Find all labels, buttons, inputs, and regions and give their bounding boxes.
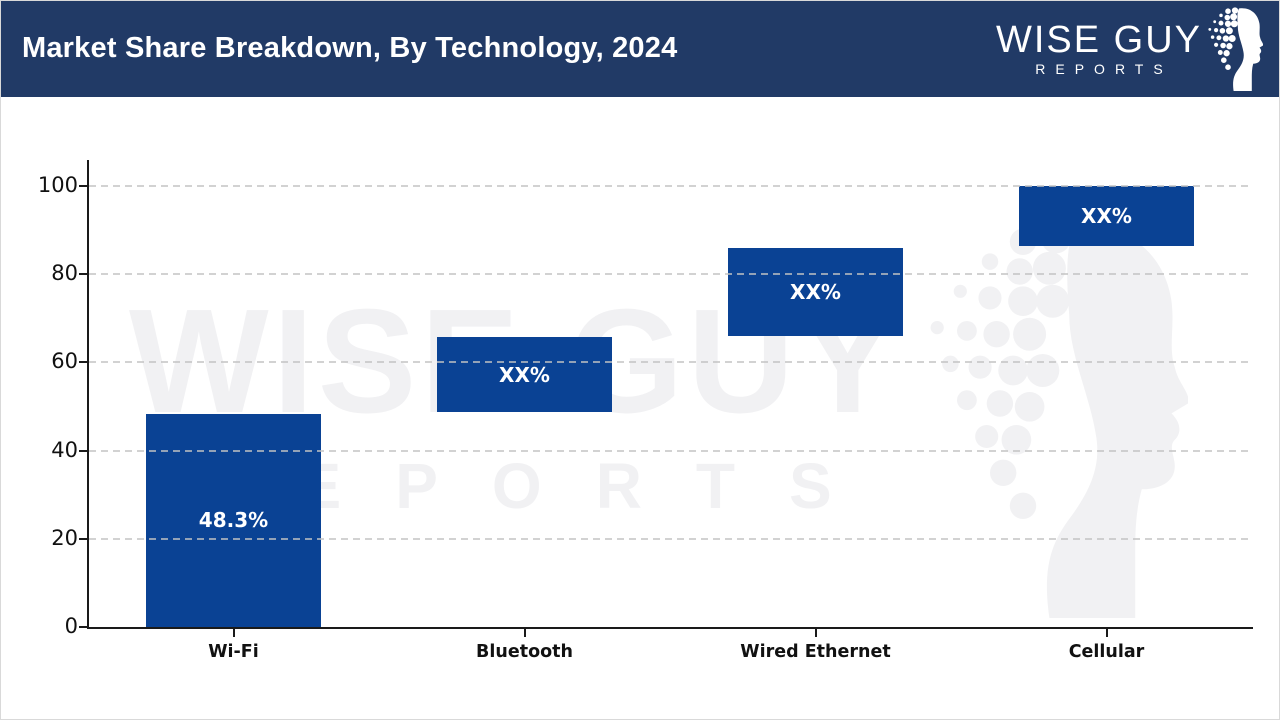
y-tick-mark <box>79 273 87 276</box>
y-tick-label: 40 <box>51 437 78 462</box>
x-category-label: Wired Ethernet <box>740 642 891 662</box>
y-gridline <box>89 273 1252 276</box>
bar: 48.3% <box>146 413 321 627</box>
y-tick-label: 100 <box>37 173 78 197</box>
y-tick-label: 20 <box>51 525 78 550</box>
logo-head-icon <box>1192 7 1264 91</box>
bar: XX% <box>437 336 612 413</box>
x-tick-mark <box>523 629 526 637</box>
header-bar: Market Share Breakdown, By Technology, 2… <box>0 0 1280 97</box>
y-gridline <box>89 185 1252 187</box>
logo-text: WISE GUY REPORTS <box>995 18 1202 78</box>
x-tick-mark <box>814 629 817 637</box>
x-tick-mark <box>232 629 235 637</box>
bar-value-label: XX% <box>499 362 550 387</box>
bar-value-label: XX% <box>790 279 841 304</box>
wise-guy-logo: WISE GUY REPORTS <box>996 7 1264 91</box>
y-tick-mark <box>79 449 87 452</box>
y-tick-mark <box>79 626 87 628</box>
y-tick-label: 0 <box>64 614 78 638</box>
y-tick-mark <box>79 537 87 540</box>
y-tick-mark <box>79 185 87 187</box>
bar: XX% <box>728 247 903 336</box>
y-tick-mark <box>79 361 87 364</box>
logo-subtitle: REPORTS <box>1035 61 1173 78</box>
y-tick-label: 80 <box>51 261 78 286</box>
y-gridline <box>89 449 1252 452</box>
y-gridline <box>89 537 1252 540</box>
y-axis-line <box>87 160 89 629</box>
x-category-label: Wi-Fi <box>208 642 259 662</box>
x-category-label: Bluetooth <box>476 642 573 662</box>
waterfall-chart: 0 20 40 60 80 100 48.3% Wi-Fi XX% Bluetooth XX% Wir… <box>0 97 1280 720</box>
y-tick-label: 60 <box>51 349 78 374</box>
x-axis-line <box>87 627 1253 629</box>
bar-value-label: XX% <box>1081 204 1132 229</box>
bar-value-label: 48.3% <box>198 508 269 533</box>
chart-title: Market Share Breakdown, By Technology, 2… <box>22 32 678 64</box>
x-category-label: Cellular <box>1068 642 1145 662</box>
bar: XX% <box>1019 186 1194 247</box>
logo-wordmark: WISE GUY <box>995 18 1202 61</box>
y-gridline <box>89 361 1252 364</box>
x-tick-mark <box>1105 629 1108 637</box>
